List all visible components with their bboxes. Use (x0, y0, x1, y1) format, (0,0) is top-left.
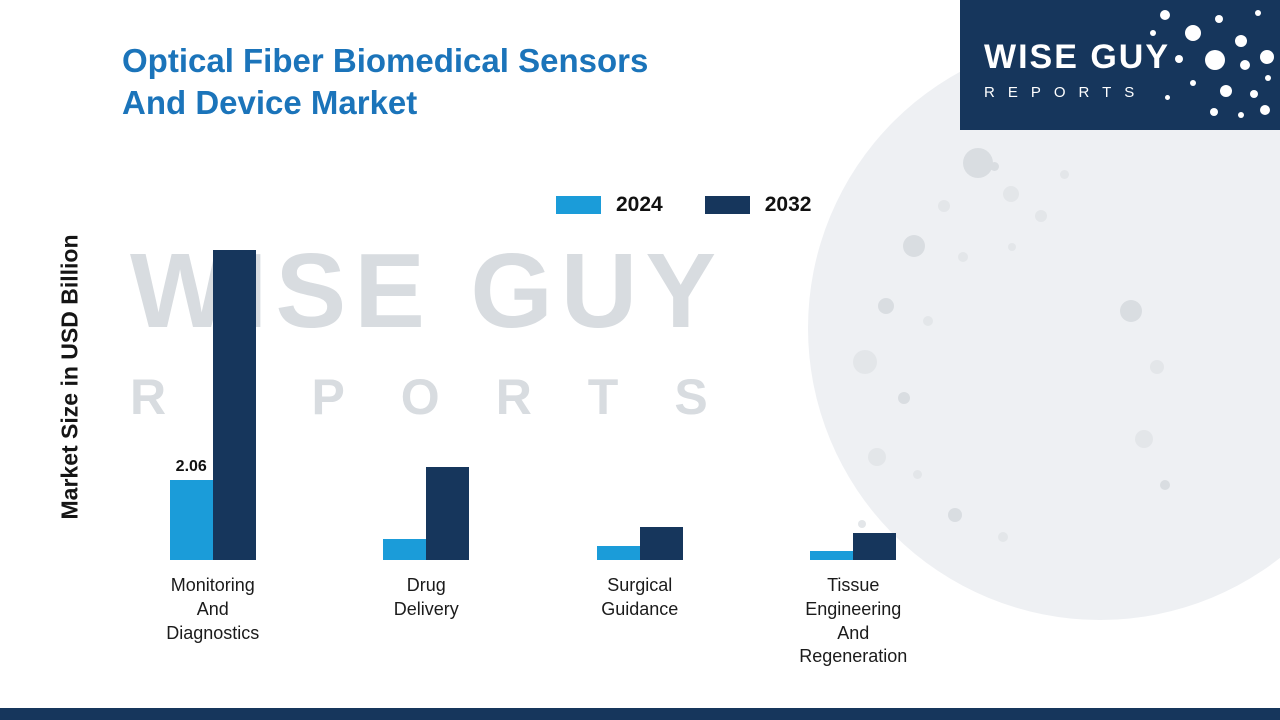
page-title-line2: And Device Market (122, 84, 418, 122)
bar-group-monitoring-and-diagnostics: 2.06 Monitoring And Diagnostics (106, 250, 320, 643)
brand-logo-name: WISE GUY (984, 38, 1171, 76)
decoration-dot (998, 532, 1008, 542)
decoration-dot (868, 448, 886, 466)
legend-item-2032: 2032 (704, 193, 812, 217)
logo-head-dot (1255, 10, 1261, 16)
bars-surgical-guidance (596, 250, 683, 560)
logo-head-dot (1238, 112, 1244, 118)
legend-swatch-2024 (556, 196, 601, 214)
bars-drug-delivery (383, 250, 470, 560)
decoration-dot (1008, 243, 1016, 251)
page-title: Optical Fiber Biomedical Sensors And Dev… (122, 40, 648, 124)
background-circle (808, 36, 1280, 620)
decoration-dot (898, 392, 910, 404)
y-axis-label: Market Size in USD Billion (56, 234, 83, 520)
decoration-dot (903, 235, 925, 257)
logo-head-dot (1165, 95, 1170, 100)
brand-logo-block: WISE GUY REPORTS (960, 0, 1280, 130)
bar-2032-monitoring-and-diagnostics (212, 250, 256, 560)
bars-tissue-engineering-and-regeneration (810, 250, 897, 560)
bar-2024-tissue-engineering-and-regeneration (810, 551, 854, 560)
logo-head-dot (1150, 30, 1156, 36)
decoration-dot (958, 252, 968, 262)
category-label-tissue-engineering-and-regeneration: Tissue Engineering And Regeneration (799, 575, 908, 667)
decoration-dot (1060, 170, 1069, 179)
logo-head-dot (1260, 105, 1270, 115)
logo-head-dot (1190, 80, 1196, 86)
bar-2032-drug-delivery (426, 467, 470, 560)
logo-head-dot (1185, 25, 1201, 41)
logo-head-dot (1210, 108, 1218, 116)
bottom-accent-bar (0, 708, 1280, 720)
decoration-dot (963, 148, 993, 178)
category-label-surgical-guidance: Surgical Guidance (601, 575, 679, 619)
bar-2032-tissue-engineering-and-regeneration (853, 533, 897, 560)
bar-group-surgical-guidance: Surgical Guidance (533, 250, 747, 619)
logo-head-dot (1250, 90, 1258, 98)
brand-logo: WISE GUY REPORTS (984, 38, 1170, 101)
logo-head-dot (1215, 15, 1223, 23)
logo-head-dot (1260, 50, 1274, 64)
bar-chart: 2.06 Monitoring And Diagnostics Drug Deliv… (106, 250, 961, 666)
legend-item-2024: 2024 (556, 193, 663, 217)
logo-head-dot (1160, 10, 1170, 20)
bars-monitoring-and-diagnostics: 2.06 (169, 250, 256, 560)
decoration-dot (1120, 300, 1142, 322)
logo-head-dot (1205, 50, 1225, 70)
decoration-dot (858, 520, 866, 528)
decoration-dot (1135, 430, 1153, 448)
decoration-dot (913, 470, 922, 479)
logo-head-dot (1240, 60, 1250, 70)
chart-legend: 2024 2032 (556, 193, 811, 217)
page-title-line1: Optical Fiber Biomedical Sensors (122, 42, 649, 79)
legend-swatch-2032 (704, 196, 750, 214)
legend-label-2024: 2024 (616, 193, 663, 216)
decoration-dot (853, 350, 877, 374)
bar-2024-surgical-guidance (596, 546, 640, 560)
decoration-dot (923, 316, 933, 326)
logo-head-dot (1175, 55, 1183, 63)
decoration-dot (1160, 480, 1170, 490)
bar-group-drug-delivery: Drug Delivery (320, 250, 534, 619)
category-label-monitoring-and-diagnostics: Monitoring And Diagnostics (166, 575, 260, 643)
category-label-drug-delivery: Drug Delivery (393, 575, 459, 619)
bar-2024-drug-delivery (383, 539, 427, 560)
decoration-dot (948, 508, 962, 522)
decoration-dot (1003, 186, 1019, 202)
decoration-dot (878, 298, 894, 314)
decoration-dot (1150, 360, 1164, 374)
logo-head-dot (1265, 75, 1271, 81)
bar-value-label: 2.06 (175, 458, 207, 475)
bar-2032-surgical-guidance (639, 527, 683, 560)
decoration-dot (990, 162, 999, 171)
bar-2024-monitoring-and-diagnostics: 2.06 (169, 458, 213, 560)
legend-label-2032: 2032 (764, 193, 812, 216)
logo-head-dot (1220, 85, 1232, 97)
decoration-dot (938, 200, 950, 212)
brand-logo-sub: REPORTS (984, 84, 1148, 101)
decoration-dot (1035, 210, 1047, 222)
bar-group-tissue-engineering-and-regeneration: Tissue Engineering And Regeneration (747, 250, 961, 666)
logo-head-dot (1235, 35, 1247, 47)
